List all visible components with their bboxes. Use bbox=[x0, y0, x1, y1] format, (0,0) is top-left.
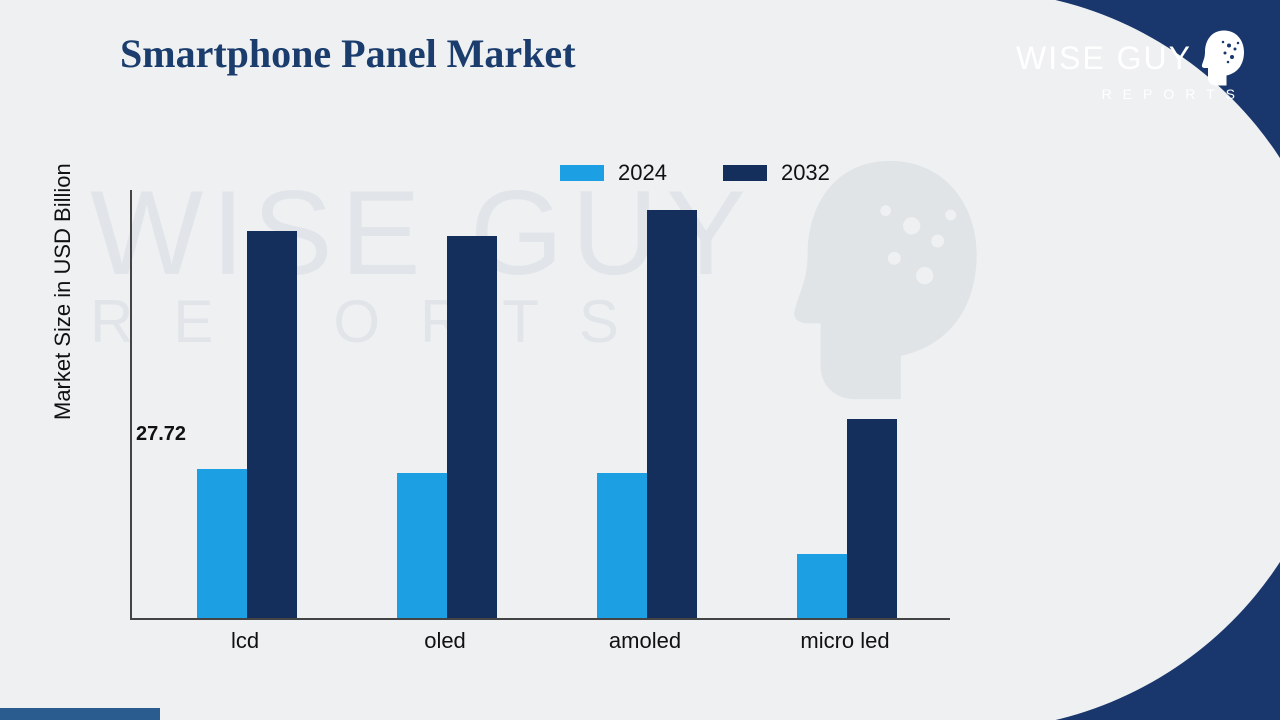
x-tick-label: lcd bbox=[180, 628, 310, 654]
bottom-accent-bar bbox=[0, 708, 160, 720]
bar-2024-oled bbox=[397, 473, 447, 618]
logo-line1: WISE GUY bbox=[1016, 40, 1192, 77]
infographic-page: WISE GUY REPORTS Smartphone Panel Market… bbox=[0, 0, 1280, 720]
chart-legend: 2024 2032 bbox=[560, 160, 830, 186]
chart-title: Smartphone Panel Market bbox=[120, 30, 576, 77]
legend-swatch-2024 bbox=[560, 165, 604, 181]
logo-line1-row: WISE GUY bbox=[1016, 28, 1250, 88]
legend-swatch-2032 bbox=[723, 165, 767, 181]
bar-2024-lcd bbox=[197, 469, 247, 618]
bar-2032-lcd bbox=[247, 231, 297, 618]
bar-group-oled bbox=[382, 236, 512, 618]
bar-2032-micro-led bbox=[847, 419, 897, 618]
bar-group-micro-led bbox=[782, 419, 912, 618]
legend-item-2024: 2024 bbox=[560, 160, 667, 186]
bar-2032-oled bbox=[447, 236, 497, 618]
plot-area: 27.72 bbox=[130, 190, 950, 620]
bar-2024-amoled bbox=[597, 473, 647, 618]
y-axis-label: Market Size in USD Billion bbox=[50, 163, 76, 420]
legend-label-2024: 2024 bbox=[618, 160, 667, 186]
bar-value-label: 27.72 bbox=[136, 423, 186, 446]
logo-line2: REPORTS bbox=[1016, 86, 1250, 102]
bar-group-lcd: 27.72 bbox=[182, 231, 312, 618]
x-tick-label: micro led bbox=[780, 628, 910, 654]
brand-logo: WISE GUY REPORTS bbox=[1016, 28, 1250, 102]
legend-item-2032: 2032 bbox=[723, 160, 830, 186]
bar-chart: Market Size in USD Billion 27.72 lcdoled… bbox=[70, 190, 970, 670]
x-tick-label: oled bbox=[380, 628, 510, 654]
x-tick-label: amoled bbox=[580, 628, 710, 654]
bar-2032-amoled bbox=[647, 210, 697, 619]
logo-head-icon bbox=[1198, 28, 1250, 88]
bar-group-amoled bbox=[582, 210, 712, 619]
legend-label-2032: 2032 bbox=[781, 160, 830, 186]
bar-2024-micro-led bbox=[797, 554, 847, 619]
